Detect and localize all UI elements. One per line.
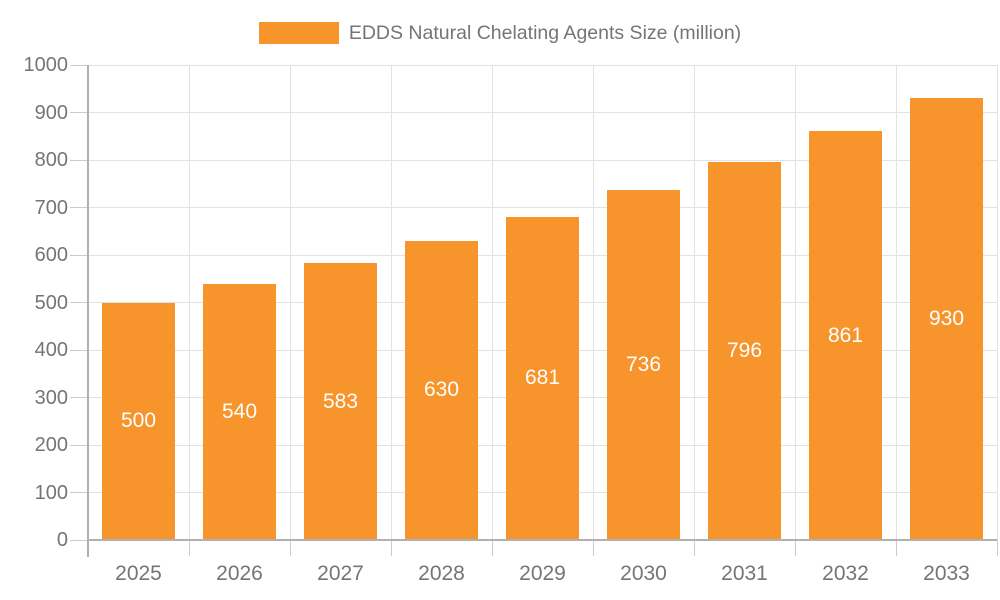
y-axis-tick-label: 800 [34, 149, 68, 171]
y-axis-tick-label: 100 [34, 481, 68, 504]
y-gridline [88, 207, 997, 208]
bar-value-label: 861 [827, 323, 864, 347]
y-axis-tick [70, 539, 88, 541]
bar-2032[interactable]: 861 [809, 131, 882, 540]
x-gridline [289, 65, 291, 540]
y-axis-tick [70, 112, 88, 113]
bar-value-label: 630 [423, 378, 460, 402]
y-axis-tick [70, 302, 88, 303]
x-axis-tick [188, 540, 190, 556]
y-axis-tick-label: 1000 [23, 54, 69, 76]
x-axis-tick [895, 540, 897, 556]
y-axis-tick [70, 254, 88, 256]
y-axis-tick [70, 397, 88, 398]
legend-series-label: EDDS Natural Chelating Agents Size (mill… [348, 21, 742, 44]
x-axis-tick [491, 540, 493, 556]
x-gridline [693, 65, 695, 540]
y-axis-tick-label: 900 [34, 101, 68, 124]
bar-value-label: 736 [625, 353, 662, 377]
x-axis-category-label: 2031 [721, 562, 768, 585]
y-axis-tick [70, 207, 88, 208]
x-axis-tick [390, 540, 392, 556]
x-gridline [592, 65, 594, 540]
x-axis-category-label: 2029 [519, 562, 566, 585]
x-gridline [188, 65, 190, 540]
y-axis-tick-label: 0 [56, 529, 68, 551]
x-gridline [794, 65, 796, 540]
y-axis-tick [70, 492, 88, 493]
bar-value-label: 500 [120, 409, 157, 433]
y-axis-tick [70, 349, 88, 351]
bar-2028[interactable]: 630 [405, 240, 478, 540]
bar-2025[interactable]: 500 [102, 302, 175, 540]
bar-value-label: 681 [524, 366, 561, 390]
y-axis-tick [70, 64, 88, 66]
bar-2026[interactable]: 540 [203, 283, 276, 540]
y-axis-tick [70, 444, 88, 446]
y-axis-tick-label: 500 [34, 291, 68, 314]
x-axis-category-label: 2026 [216, 562, 263, 585]
x-axis-category-label: 2033 [923, 562, 970, 585]
y-axis-tick [70, 159, 88, 161]
x-gridline [491, 65, 493, 540]
x-gridline [390, 65, 392, 540]
y-axis-tick-label: 200 [34, 434, 68, 456]
legend-swatch-icon [258, 22, 339, 44]
y-gridline [88, 159, 997, 161]
bar-2030[interactable]: 736 [607, 190, 680, 540]
x-axis-tick [693, 540, 695, 556]
y-axis-tick-label: 700 [34, 196, 68, 219]
y-axis-tick-label: 300 [34, 386, 68, 409]
x-axis-tick [289, 540, 291, 556]
bar-value-label: 540 [221, 399, 258, 423]
x-axis-category-label: 2027 [317, 562, 364, 585]
bar-value-label: 930 [928, 307, 965, 331]
bar-value-label: 796 [726, 338, 763, 362]
x-gridline [895, 65, 897, 540]
y-axis-tick-label: 600 [34, 244, 68, 266]
y-gridline [88, 64, 997, 66]
y-axis-tick-label: 400 [34, 339, 68, 361]
bar-2027[interactable]: 583 [304, 263, 377, 540]
x-axis-category-label: 2028 [418, 562, 465, 585]
x-axis-tick [996, 540, 998, 556]
bar-2029[interactable]: 681 [506, 216, 579, 540]
bar-value-label: 583 [322, 389, 359, 413]
bar-2033[interactable]: 930 [910, 98, 983, 540]
chart-legend[interactable]: EDDS Natural Chelating Agents Size (mill… [0, 20, 1000, 46]
x-axis-category-label: 2030 [620, 562, 667, 585]
x-gridline [996, 65, 998, 540]
x-axis-line [87, 539, 997, 541]
x-axis-category-label: 2032 [822, 562, 869, 585]
x-axis-tick [794, 540, 796, 556]
x-axis-tick [592, 540, 594, 556]
x-axis-category-label: 2025 [115, 562, 162, 585]
bar-2031[interactable]: 796 [708, 161, 781, 540]
y-axis-line [87, 65, 89, 557]
y-gridline [88, 112, 997, 113]
